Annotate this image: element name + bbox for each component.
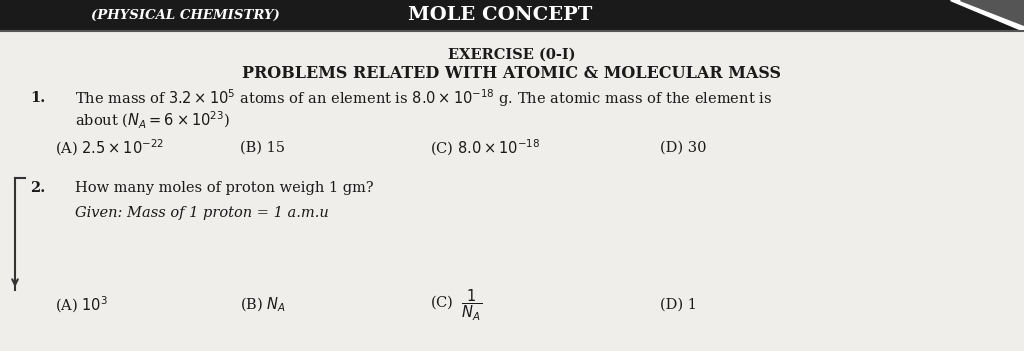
- Text: (A) $2.5 \times 10^{-22}$: (A) $2.5 \times 10^{-22}$: [55, 138, 164, 158]
- Text: 2.: 2.: [30, 181, 45, 195]
- Text: (B) $N_A$: (B) $N_A$: [240, 296, 286, 314]
- Text: (PHYSICAL CHEMISTRY): (PHYSICAL CHEMISTRY): [91, 8, 280, 21]
- Text: (B) 15: (B) 15: [240, 141, 285, 155]
- Text: Given: Mass of 1 proton = 1 a.m.u: Given: Mass of 1 proton = 1 a.m.u: [75, 206, 329, 220]
- Text: MOLE CONCEPT: MOLE CONCEPT: [408, 6, 592, 24]
- Text: about ($N_A = 6 \times 10^{23}$): about ($N_A = 6 \times 10^{23}$): [75, 110, 230, 131]
- Text: (C) $8.0 \times 10^{-18}$: (C) $8.0 \times 10^{-18}$: [430, 138, 541, 158]
- Text: PROBLEMS RELATED WITH ATOMIC & MOLECULAR MASS: PROBLEMS RELATED WITH ATOMIC & MOLECULAR…: [243, 65, 781, 81]
- Text: 1.: 1.: [30, 91, 45, 105]
- Text: (D) 30: (D) 30: [660, 141, 707, 155]
- Text: How many moles of proton weigh 1 gm?: How many moles of proton weigh 1 gm?: [75, 181, 374, 195]
- Bar: [0, 0, 1024, 31]
- Text: (C)  $\dfrac{1}{N_A}$: (C) $\dfrac{1}{N_A}$: [430, 287, 482, 323]
- Text: (A) $10^3$: (A) $10^3$: [55, 295, 108, 315]
- Text: The mass of $3.2 \times 10^5$ atoms of an element is $8.0 \times 10^{-18}$ g. Th: The mass of $3.2 \times 10^5$ atoms of a…: [75, 87, 772, 109]
- Text: EXERCISE (0-I): EXERCISE (0-I): [449, 48, 575, 62]
- Polygon shape: [961, 0, 1024, 25]
- Polygon shape: [950, 0, 1024, 31]
- Text: (D) 1: (D) 1: [660, 298, 697, 312]
